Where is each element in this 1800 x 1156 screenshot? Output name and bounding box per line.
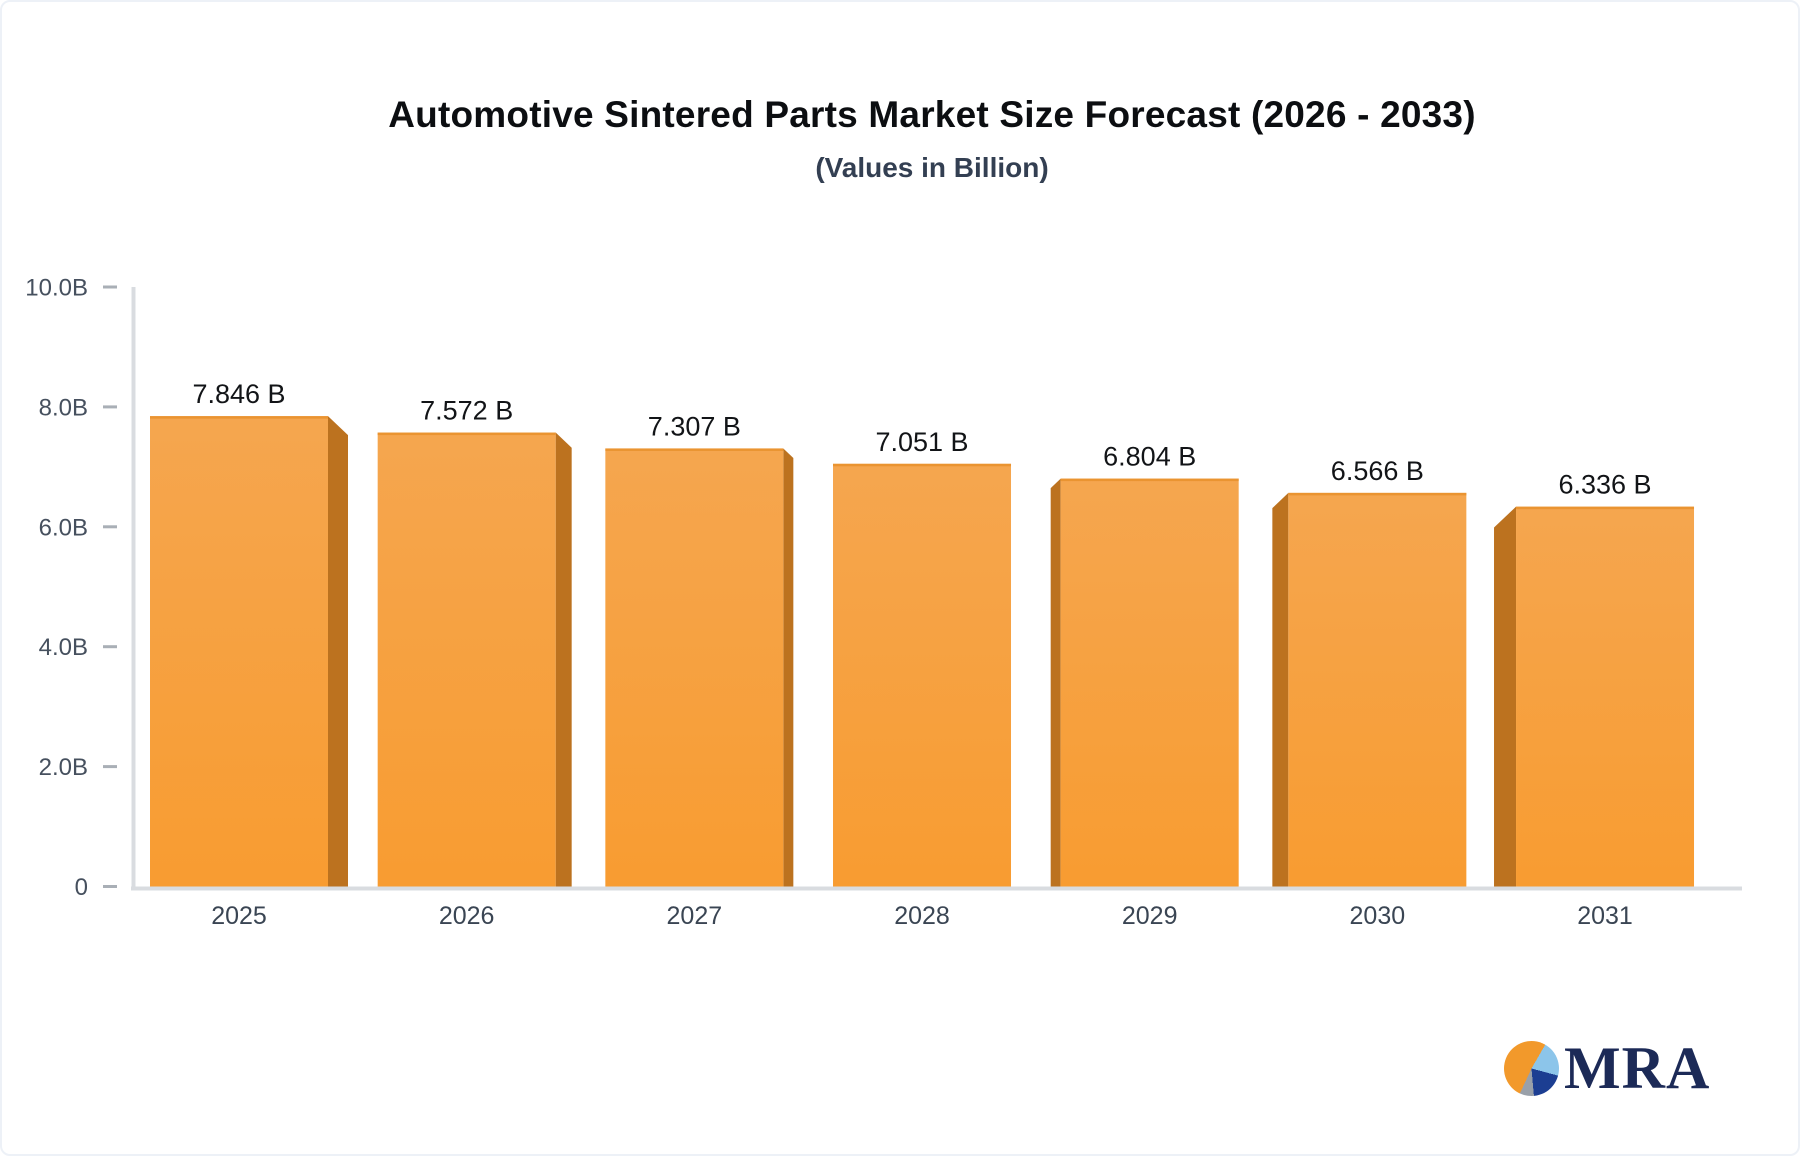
bar-side-face [555, 432, 572, 888]
bar-top-edge [377, 432, 556, 436]
bar-side-face [783, 448, 794, 888]
bar-2030 [1288, 492, 1467, 888]
bar-side-face [1272, 492, 1289, 888]
bar-value-label: 7.572 B [420, 396, 513, 426]
bar-2027 [605, 448, 784, 888]
bar-value-label: 6.804 B [1103, 442, 1196, 472]
bar-top-edge [150, 416, 328, 419]
y-tick-label: 4.0B [39, 634, 88, 661]
bar-side-face [328, 416, 348, 888]
y-tick-label: 10.0B [25, 275, 88, 302]
mra-logo: MRA [1504, 1035, 1711, 1101]
y-tick-label: 6.0B [39, 514, 88, 541]
bar-top-edge [605, 448, 784, 451]
mra-logo-text: MRA [1564, 1035, 1711, 1101]
bar-top-edge [1060, 478, 1239, 482]
bar-2026 [377, 432, 556, 888]
bar-2029 [1060, 478, 1239, 888]
y-tick-label: 8.0B [39, 394, 88, 421]
bar-side-face [1050, 478, 1061, 888]
y-tick-label: 2.0B [39, 754, 88, 781]
bar-top-edge [1288, 492, 1467, 496]
bar-2025 [150, 416, 328, 888]
chart-title: Automotive Sintered Parts Market Size Fo… [388, 94, 1476, 135]
x-tick-label: 2027 [667, 902, 723, 930]
chart-header: Automotive Sintered Parts Market Size Fo… [64, 94, 1800, 184]
x-tick-label: 2025 [211, 902, 267, 930]
bar-top-edge [833, 463, 1012, 467]
bar-value-label: 7.846 B [192, 379, 285, 409]
bar-2031 [1516, 506, 1695, 888]
bar-value-label: 7.051 B [875, 427, 968, 457]
bar-2028 [833, 463, 1012, 888]
bar-value-label: 6.336 B [1558, 470, 1651, 500]
x-tick-label: 2031 [1577, 902, 1633, 930]
bar-side-face [1494, 506, 1517, 888]
x-tick-label: 2026 [439, 902, 495, 930]
bar-top-edge [1516, 506, 1695, 510]
x-tick-label: 2029 [1122, 902, 1178, 930]
y-tick-label: 0 [75, 874, 88, 901]
bar-value-label: 7.307 B [648, 411, 741, 441]
x-tick-label: 2028 [894, 902, 950, 930]
chart-subtitle: (Values in Billion) [815, 152, 1049, 183]
mra-logo-pie-icon [1504, 1041, 1559, 1096]
bar-value-label: 6.566 B [1331, 456, 1424, 486]
x-tick-label: 2030 [1350, 902, 1406, 930]
